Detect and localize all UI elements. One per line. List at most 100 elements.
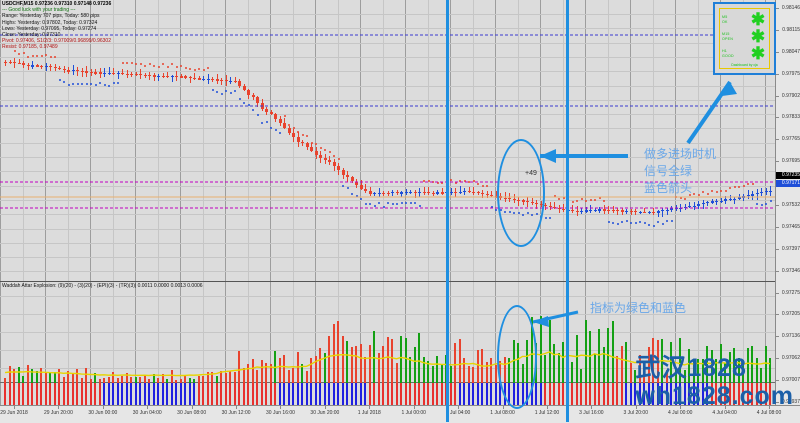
explosion-bar-down [494,364,497,383]
trend-strip-bear [386,383,389,405]
vertical-marker-right[interactable] [566,0,569,422]
trend-strip-bear [746,383,749,405]
grid-line-v [247,282,249,405]
sar-dot-bearish [171,63,173,66]
explosion-bar-down [341,336,344,383]
grid-line-v [0,282,1,405]
explosion-bar-down [179,378,182,383]
explosion-bar-up [760,367,762,383]
grid-line-h [0,228,775,230]
candle-body [458,191,462,193]
candle-body [692,205,696,207]
candle-wick [423,187,425,196]
vertical-marker-left[interactable] [446,0,449,422]
candle-wick [491,190,492,198]
candle-body [553,206,556,209]
sar-dot-bullish [279,131,281,134]
candle-body [575,210,579,212]
trend-strip-bear [265,383,267,405]
time-axis-tick [147,406,149,409]
sar-dot-bullish [657,221,659,224]
candle-body [629,210,633,212]
explosion-bar-up [683,369,686,383]
explosion-bar-up [688,348,690,383]
time-axis-label: 30 Jun 00:00 [88,410,118,416]
dashboard-row[interactable]: M15 OPEN ✱ [722,28,767,45]
candle-body [80,70,84,72]
candle-body [463,191,466,193]
trend-strip-bull [134,383,137,405]
sar-dot-bearish [301,133,304,136]
candle-body [40,66,43,68]
candle-body [661,210,664,212]
time-axis-tick [502,406,504,409]
candle-wick [180,74,182,78]
signal-dashboard-panel[interactable]: M5 OK ✱ M15 OPEN ✱ H1 GOOD ✱ Dashboard by cja [713,2,776,75]
price-axis[interactable]: 0.98146 0.98115 0.98047 0.97975 0.97902 0.978… [775,0,800,405]
trend-strip-bull [319,383,321,405]
explosion-bar-up [769,357,771,383]
time-axis-tick [680,406,682,409]
grid-line-v [225,282,226,405]
time-axis[interactable]: 29 Jun 2018 29 Jun 20:00 30 Jun 00:00 30 Ju… [0,405,800,423]
explosion-bar-down [121,375,123,383]
trend-strip-bear [260,383,263,405]
trend-strip-bear [598,383,600,405]
sar-dot-bullish [490,206,493,209]
trend-strip-bear [571,383,573,405]
candle-wick [234,76,236,83]
price-axis-label: 0.98146 [781,5,800,11]
candle-body [35,65,39,67]
trend-strip-bear [737,383,740,405]
explosion-bar-down [359,343,362,383]
candle-body [737,197,741,199]
dashboard-row[interactable]: M5 OK ✱ [722,11,767,28]
trend-strip-bull [188,383,191,405]
trend-strip-bear [229,383,231,405]
trend-strip-bear [224,383,227,405]
price-axis-label: 0.97007 [781,377,800,384]
price-chart-pane[interactable]: USDCHF,M15 0.97236 0.97310 0.97148 0.972… [0,0,775,282]
sar-dot-bullish [378,202,380,205]
explosion-bar-down [652,337,654,383]
trend-strip-bull [341,383,344,405]
time-axis-label: 1 Jul 12:00 [534,410,560,416]
trend-strip-bear [94,383,96,405]
candle-body [292,132,295,138]
explosion-bar-down [260,360,263,383]
time-axis-label: 1 Jul 00:00 [401,410,426,416]
sar-dot-bullish [108,84,110,87]
time-axis-tick [58,406,60,409]
price-entry-ellipse[interactable] [497,139,545,247]
dashboard-row[interactable]: H1 GOOD ✱ [722,45,767,62]
candle-wick [203,75,204,82]
grid-line-h [0,142,775,144]
trend-strip-bear [584,383,587,405]
sar-dot-bullish [607,221,610,224]
candle-body [769,190,772,192]
grid-line-v [540,0,541,281]
candle-wick [644,208,645,214]
grid-line-v [270,0,271,281]
explosion-bar-up [188,377,191,383]
explosion-bar-down [211,371,213,383]
sar-dot-bearish [126,62,128,65]
candle-wick [590,204,591,214]
candle-body [175,76,178,78]
symbol-line: USDCHF,M15 0.97236 0.97310 0.97148 0.972… [2,1,112,7]
trend-strip-bull [287,383,290,405]
indicator-entry-ellipse[interactable] [497,305,537,409]
candle-wick [5,59,6,67]
candle-body [53,67,57,69]
sar-dot-bearish [22,52,25,55]
trend-strip-bear [440,383,443,405]
sar-dot-bearish [733,186,736,189]
candle-wick [414,189,416,198]
trend-strip-bear [607,383,609,405]
sar-dot-bullish [387,202,389,205]
explosion-bar-down [8,366,11,383]
trend-strip-bear [247,383,249,405]
sar-dot-bearish [45,53,47,56]
sar-dot-bearish [306,135,308,138]
candle-body [346,174,349,178]
